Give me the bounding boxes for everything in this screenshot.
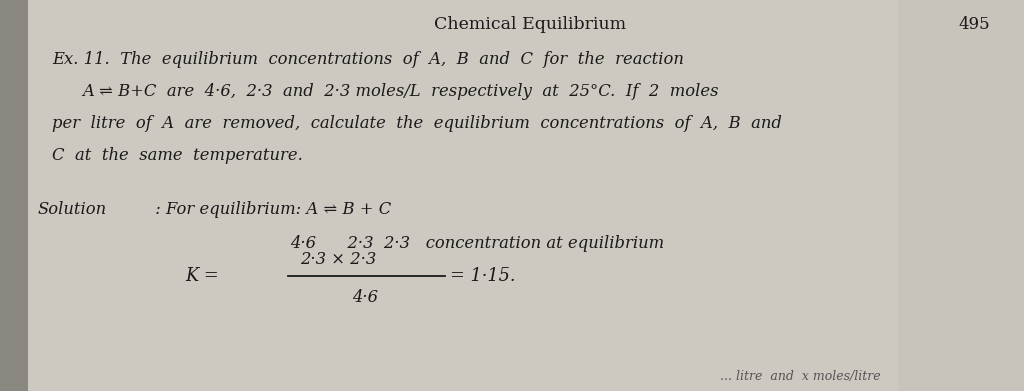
Text: Solution: Solution bbox=[38, 201, 108, 219]
Text: 4·6      2·3  2·3   concentration at equilibrium: 4·6 2·3 2·3 concentration at equilibrium bbox=[290, 235, 665, 252]
Bar bbox=[0, 0, 28, 391]
Text: = 1·15.: = 1·15. bbox=[450, 267, 515, 285]
Text: C  at  the  same  temperature.: C at the same temperature. bbox=[52, 147, 303, 164]
Text: Ex. 11.  The  equilibrium  concentrations  of  A,  B  and  C  for  the  reaction: Ex. 11. The equilibrium concentrations o… bbox=[52, 51, 684, 68]
Text: 495: 495 bbox=[958, 16, 990, 33]
Text: Chemical Equilibrium: Chemical Equilibrium bbox=[434, 16, 626, 33]
Text: A ⇌ B+C  are  4·6,  2·3  and  2·3 moles/L  respectively  at  25°C.  If  2  moles: A ⇌ B+C are 4·6, 2·3 and 2·3 moles/L res… bbox=[82, 83, 719, 100]
Text: 2·3 × 2·3: 2·3 × 2·3 bbox=[300, 251, 376, 268]
Text: per  litre  of  A  are  removed,  calculate  the  equilibrium  concentrations  o: per litre of A are removed, calculate th… bbox=[52, 115, 782, 132]
Bar bbox=[28, 0, 898, 391]
Text: ... litre  and  x moles/litre: ... litre and x moles/litre bbox=[720, 370, 881, 383]
Text: 4·6: 4·6 bbox=[352, 289, 378, 306]
Bar bbox=[898, 0, 1024, 391]
Text: K =: K = bbox=[185, 267, 219, 285]
Text: : For equilibrium: A ⇌ B + C: : For equilibrium: A ⇌ B + C bbox=[150, 201, 391, 219]
